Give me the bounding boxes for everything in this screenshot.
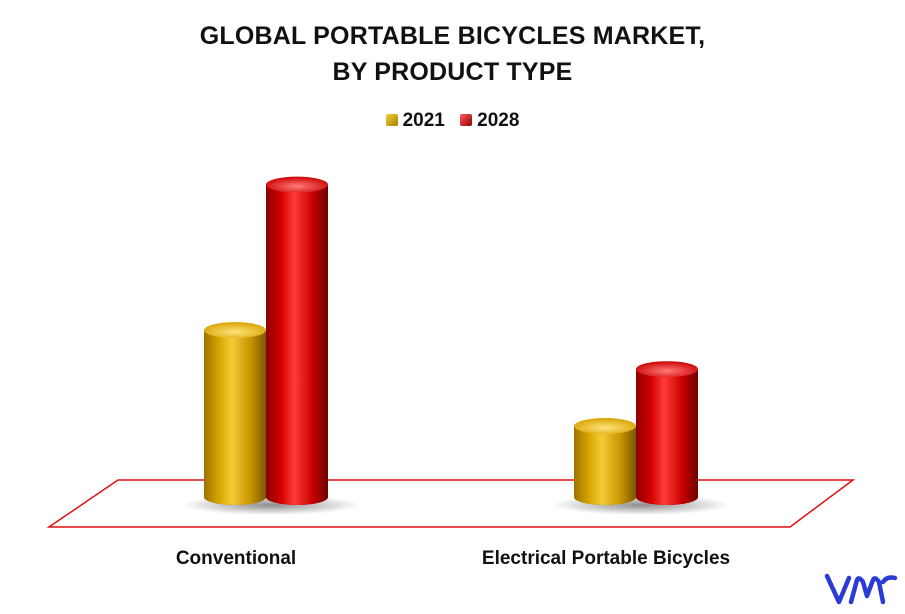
x-axis-label: Conventional — [176, 548, 296, 569]
bar-top — [204, 322, 266, 339]
legend-item-2021: 2021 — [385, 110, 445, 132]
legend-swatch-2021 — [385, 114, 398, 126]
chart-legend: 2021 2028 — [0, 110, 905, 132]
brand-logo-icon — [824, 573, 898, 605]
x-axis-labels: Conventional Electrical Portable Bicycles — [176, 548, 730, 569]
bar-2028-0 — [266, 176, 328, 505]
chart-title-line-2: BY PRODUCT TYPE — [332, 58, 573, 86]
legend-swatch-2028 — [460, 114, 473, 126]
bar-body — [574, 426, 636, 505]
x-axis-label: Electrical Portable Bicycles — [482, 548, 730, 569]
bar-top — [574, 418, 636, 434]
bar-top — [636, 361, 698, 378]
chart-title-line-1: GLOBAL PORTABLE BICYCLES MARKET, — [199, 22, 706, 50]
bar-2021-1 — [574, 418, 636, 505]
bar-2021-0 — [204, 322, 266, 505]
legend-item-2028: 2028 — [460, 110, 519, 132]
bar-body — [636, 369, 698, 505]
legend-label-2021: 2021 — [402, 110, 445, 131]
bar-body — [204, 330, 266, 505]
bar-body — [266, 184, 328, 505]
bar-2028-1 — [636, 361, 698, 505]
chart-title: GLOBAL PORTABLE BICYCLES MARKET, BY PROD… — [0, 18, 905, 90]
chart-floor — [46, 479, 856, 528]
bars-group — [181, 176, 731, 515]
bar-top — [266, 176, 328, 193]
legend-label-2028: 2028 — [477, 110, 520, 131]
